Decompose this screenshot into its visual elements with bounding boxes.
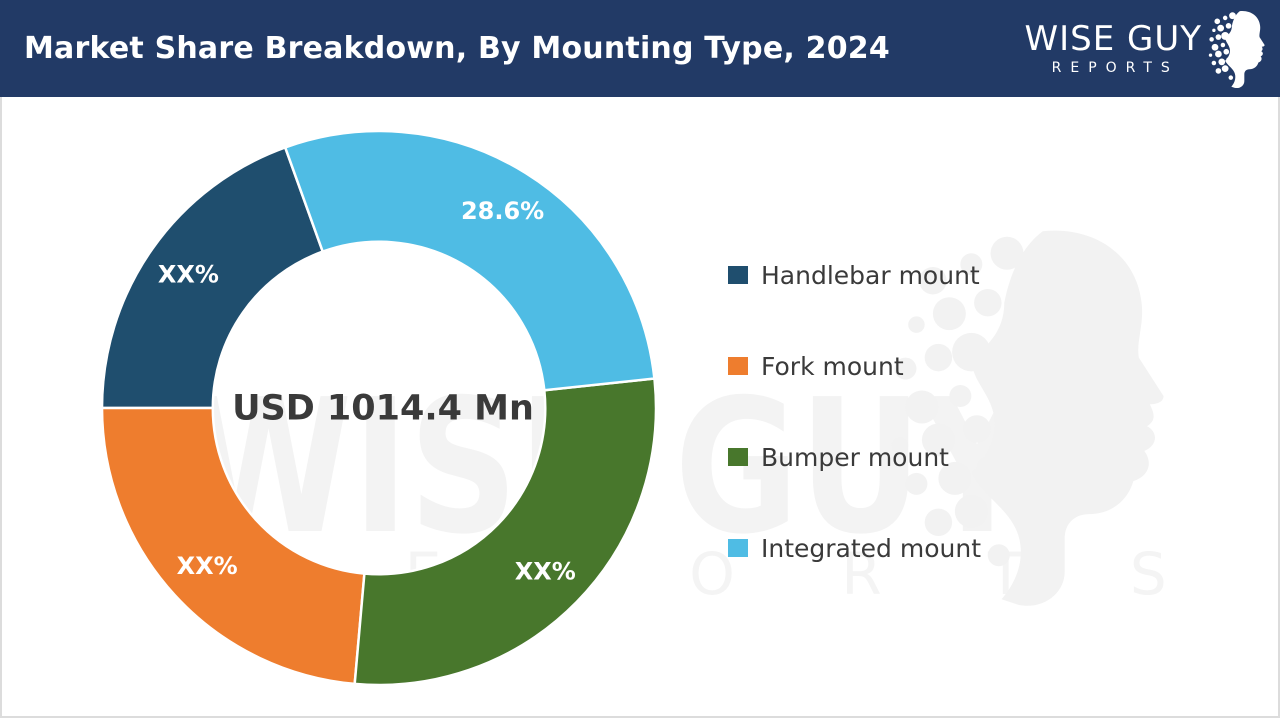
legend-item-handlebar-mount: Handlebar mount	[728, 260, 981, 290]
logo-text: WISE GUY REPORTS	[1024, 19, 1202, 76]
slice-label-handlebar-mount: XX%	[158, 260, 219, 288]
legend-swatch-fork-mount	[728, 357, 748, 375]
slice-label-fork-mount: XX%	[177, 552, 238, 580]
donut-segment-fork-mount	[100, 406, 366, 686]
legend-item-integrated-mount: Integrated mount	[728, 533, 982, 563]
donut-segment-handlebar-mount	[100, 146, 324, 410]
slice-label-integrated-mount: 28.6%	[461, 197, 544, 225]
legend-label: Bumper mount	[761, 442, 949, 472]
legend-swatch-bumper-mount	[728, 448, 748, 466]
legend-label: Integrated mount	[761, 533, 982, 563]
header-bar: Market Share Breakdown, By Mounting Type…	[0, 0, 1280, 97]
logo-subtitle: REPORTS	[1051, 59, 1179, 76]
slice-label-bumper-mount: XX%	[515, 558, 576, 586]
legend-label: Handlebar mount	[761, 260, 980, 290]
chart-legend: Handlebar mount Fork mount Bumper mount …	[728, 260, 982, 563]
donut-segment-integrated-mount	[283, 129, 656, 392]
legend-item-fork-mount: Fork mount	[728, 351, 981, 381]
legend-swatch-integrated-mount	[728, 539, 748, 557]
legend-item-bumper-mount: Bumper mount	[728, 442, 981, 472]
wise-guy-logo: WISE GUY REPORTS	[1024, 4, 1268, 94]
legend-swatch-handlebar-mount	[728, 266, 748, 284]
page-title: Market Share Breakdown, By Mounting Type…	[24, 31, 890, 66]
logo-face-icon	[1208, 10, 1265, 88]
legend-label: Fork mount	[761, 351, 904, 381]
logo-wordmark: WISE GUY	[1024, 19, 1202, 60]
donut-center-value: USD 1014.4 Mn	[232, 389, 534, 429]
donut-segment-bumper-mount	[353, 377, 658, 687]
